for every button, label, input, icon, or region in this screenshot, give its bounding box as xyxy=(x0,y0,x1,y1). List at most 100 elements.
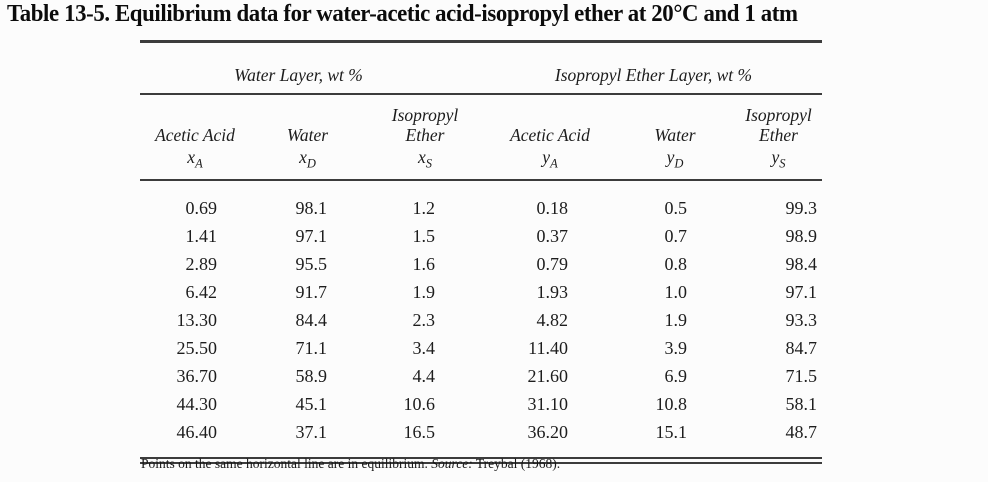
column-header-water-y: Water xyxy=(654,125,696,145)
symbol-base: x xyxy=(299,147,307,167)
table-row: 6.42 91.7 1.9 1.93 1.0 97.1 xyxy=(140,278,822,306)
table-cell: 1.93 xyxy=(536,281,569,302)
column-header-acetic-acid-x: Acetic Acid xyxy=(155,125,235,145)
table-cell: 44.30 xyxy=(176,393,218,414)
table-cell: 1.2 xyxy=(412,197,436,218)
table-cell: 2.89 xyxy=(185,253,218,274)
table-cell: 48.7 xyxy=(785,421,818,442)
table-cell: 21.60 xyxy=(527,365,569,386)
table-cell: 98.1 xyxy=(295,197,328,218)
table-cell: 10.6 xyxy=(403,393,436,414)
table-cell: 4.82 xyxy=(536,309,569,330)
table-cell: 36.20 xyxy=(527,421,569,442)
table-header: Water Layer, wt % Isopropyl Ether Layer,… xyxy=(140,41,822,181)
group-header-water-layer: Water Layer, wt % xyxy=(140,41,485,95)
column-symbol-yA: yA xyxy=(485,145,615,181)
table-cell: 84.7 xyxy=(785,337,818,358)
table-row: 1.41 97.1 1.5 0.37 0.7 98.9 xyxy=(140,222,822,250)
table-cell: 58.1 xyxy=(785,393,818,414)
table-cell: 36.70 xyxy=(176,365,218,386)
table-cell: 71.5 xyxy=(785,365,818,386)
table-cell: 6.9 xyxy=(664,365,688,386)
table-cell: 0.7 xyxy=(664,225,688,246)
footnote: Points on the same horizontal line are i… xyxy=(141,456,560,472)
table-cell: 25.50 xyxy=(176,337,218,358)
table-cell: 16.5 xyxy=(403,421,436,442)
table-cell: 95.5 xyxy=(295,253,328,274)
table-cell: 0.18 xyxy=(536,197,569,218)
table-cell: 71.1 xyxy=(295,337,328,358)
table-cell: 10.8 xyxy=(655,393,688,414)
table-cell: 98.4 xyxy=(785,253,818,274)
group-header-ether-layer: Isopropyl Ether Layer, wt % xyxy=(485,41,822,95)
table-cell: 99.3 xyxy=(785,197,818,218)
column-symbol-xS: xS xyxy=(365,145,485,181)
table-cell: 97.1 xyxy=(295,225,328,246)
symbol-base: y xyxy=(542,147,551,167)
column-name-row: Acetic Acid Water Isopropyl Ether Acetic… xyxy=(140,94,822,145)
symbol-base: y xyxy=(666,147,675,167)
table-cell: 13.30 xyxy=(176,309,218,330)
column-symbol-yS: yS xyxy=(735,145,822,181)
footnote-source-ref: Treybal (1968). xyxy=(475,456,561,471)
table-cell: 4.4 xyxy=(412,365,436,386)
symbol-subscript: S xyxy=(779,156,786,171)
column-symbol-xD: xD xyxy=(250,145,365,181)
footnote-source-label: Source: xyxy=(431,456,473,471)
table-cell: 84.4 xyxy=(295,309,328,330)
footnote-text: Points on the same horizontal line are i… xyxy=(141,456,428,471)
column-symbol-xA: xA xyxy=(140,145,250,181)
table-body: 0.69 98.1 1.2 0.18 0.5 99.3 1.41 97.1 1.5 0.37 0.7… xyxy=(140,180,822,461)
symbol-subscript: A xyxy=(195,156,203,171)
table-cell: 3.9 xyxy=(664,337,688,358)
table-cell: 11.40 xyxy=(528,337,568,358)
table-cell: 0.37 xyxy=(536,225,569,246)
table-cell: 0.79 xyxy=(536,253,569,274)
page-title: Table 13-5. Equilibrium data for water-a… xyxy=(7,1,798,27)
table-cell: 0.5 xyxy=(664,197,688,218)
group-header-row: Water Layer, wt % Isopropyl Ether Layer,… xyxy=(140,41,822,95)
table-row: 0.69 98.1 1.2 0.18 0.5 99.3 xyxy=(140,180,822,222)
table-cell: 3.4 xyxy=(412,337,436,358)
table-cell: 2.3 xyxy=(412,309,436,330)
table-cell: 0.8 xyxy=(664,253,688,274)
table-row: 36.70 58.9 4.4 21.60 6.9 71.5 xyxy=(140,362,822,390)
table-row: 46.40 37.1 16.5 36.20 15.1 48.7 xyxy=(140,418,822,461)
column-header-water-x: Water xyxy=(286,125,329,145)
table-row: 44.30 45.1 10.6 31.10 10.8 58.1 xyxy=(140,390,822,418)
table-cell: 91.7 xyxy=(295,281,328,302)
table-cell: 1.0 xyxy=(664,281,688,302)
symbol-subscript: S xyxy=(425,156,433,171)
symbol-base: y xyxy=(771,147,780,167)
table-cell: 1.5 xyxy=(412,225,436,246)
table-row: 25.50 71.1 3.4 11.40 3.9 84.7 xyxy=(140,334,822,362)
table-cell: 93.3 xyxy=(785,309,818,330)
table-row: 13.30 84.4 2.3 4.82 1.9 93.3 xyxy=(140,306,822,334)
column-header-ether-y: Isopropyl Ether xyxy=(745,105,812,145)
table-cell: 6.42 xyxy=(185,281,218,302)
table-row: 2.89 95.5 1.6 0.79 0.8 98.4 xyxy=(140,250,822,278)
table-cell: 1.9 xyxy=(412,281,436,302)
table-cell: 1.9 xyxy=(664,309,688,330)
symbol-subscript: D xyxy=(674,156,684,171)
table-cell: 98.9 xyxy=(785,225,818,246)
table-cell: 58.9 xyxy=(295,365,328,386)
table-cell: 1.41 xyxy=(185,225,218,246)
symbol-subscript: A xyxy=(550,156,558,171)
column-symbol-row: xA xD xS yA yD yS xyxy=(140,145,822,181)
symbol-subscript: D xyxy=(306,156,316,171)
table-cell: 0.69 xyxy=(185,197,218,218)
data-table: Water Layer, wt % Isopropyl Ether Layer,… xyxy=(140,40,822,464)
table-cell: 1.6 xyxy=(412,253,436,274)
table-cell: 97.1 xyxy=(785,281,818,302)
symbol-base: x xyxy=(187,147,196,167)
table-cell: 46.40 xyxy=(176,421,218,442)
table-cell: 31.10 xyxy=(527,393,569,414)
column-header-acetic-acid-y: Acetic Acid xyxy=(510,125,590,145)
column-header-ether-x: Isopropyl Ether xyxy=(391,105,459,145)
equilibrium-table: Water Layer, wt % Isopropyl Ether Layer,… xyxy=(140,40,822,464)
column-symbol-yD: yD xyxy=(615,145,735,181)
table-cell: 45.1 xyxy=(295,393,328,414)
symbol-base: x xyxy=(417,147,426,167)
table-cell: 15.1 xyxy=(655,421,688,442)
